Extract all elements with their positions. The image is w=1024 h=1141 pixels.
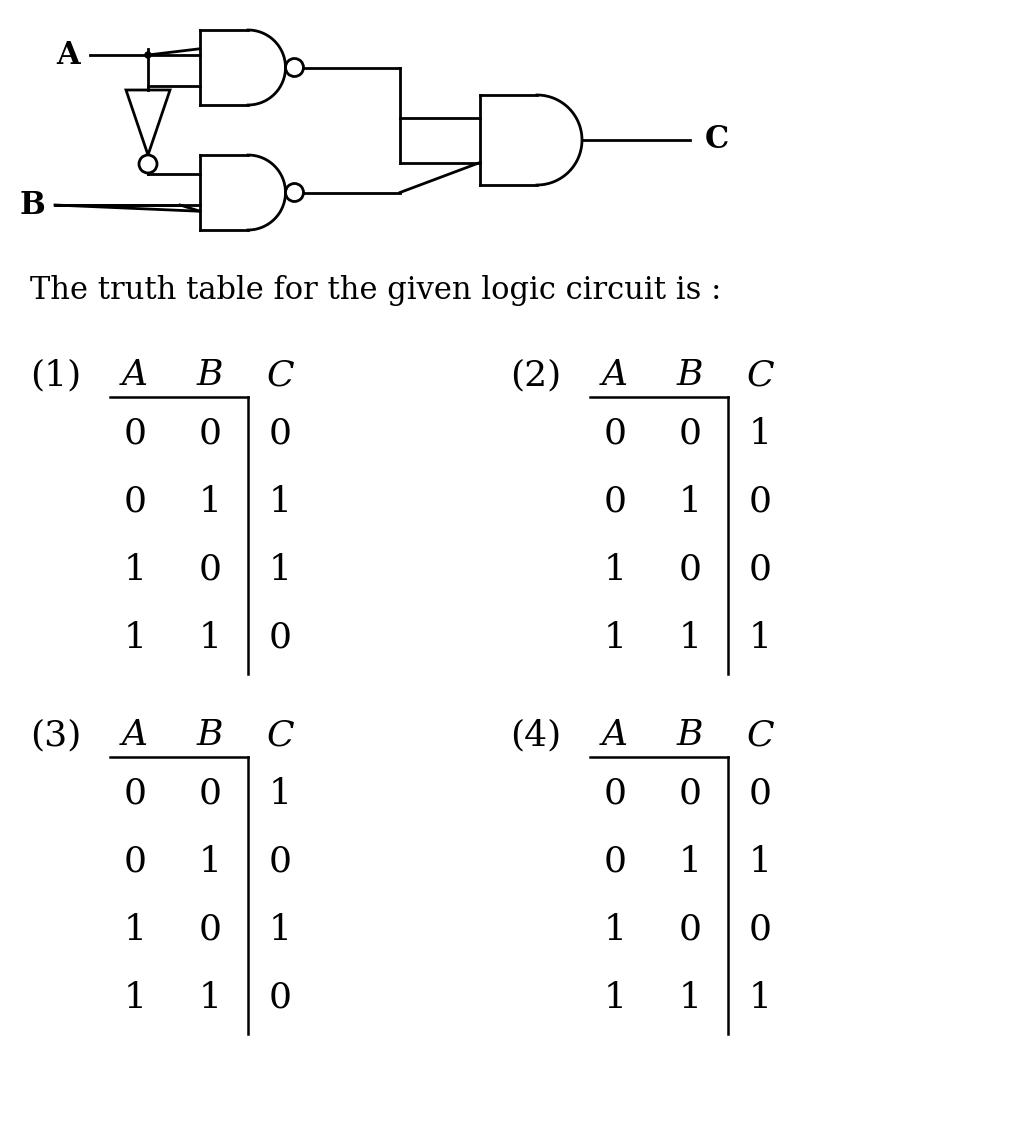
Text: 0: 0 [268, 845, 292, 879]
Text: 0: 0 [199, 553, 221, 586]
Text: (2): (2) [510, 358, 561, 393]
Text: A: A [602, 718, 628, 752]
Text: 0: 0 [749, 485, 771, 519]
Text: 0: 0 [268, 621, 292, 655]
Text: 0: 0 [749, 777, 771, 811]
Text: 1: 1 [603, 553, 627, 586]
Text: 1: 1 [679, 981, 701, 1015]
Circle shape [145, 52, 151, 58]
Text: 0: 0 [124, 845, 146, 879]
Text: 1: 1 [603, 621, 627, 655]
Text: 0: 0 [199, 416, 221, 451]
Text: 0: 0 [268, 981, 292, 1015]
Text: 0: 0 [679, 416, 701, 451]
Text: 0: 0 [679, 777, 701, 811]
Text: B: B [197, 718, 223, 752]
Text: 0: 0 [603, 845, 627, 879]
Text: (3): (3) [30, 718, 81, 752]
Text: 1: 1 [268, 485, 292, 519]
Text: C: C [266, 358, 294, 393]
Text: The truth table for the given logic circuit is :: The truth table for the given logic circ… [30, 275, 721, 306]
Text: A: A [122, 358, 148, 393]
Text: 1: 1 [268, 553, 292, 586]
Text: (4): (4) [510, 718, 561, 752]
Text: 0: 0 [679, 913, 701, 947]
Text: 1: 1 [199, 845, 221, 879]
Text: 0: 0 [124, 777, 146, 811]
Text: C: C [746, 718, 774, 752]
Text: 0: 0 [124, 485, 146, 519]
Text: B: B [677, 358, 703, 393]
Text: 1: 1 [268, 777, 292, 811]
Text: 1: 1 [124, 621, 146, 655]
Text: 1: 1 [749, 621, 771, 655]
Text: A: A [122, 718, 148, 752]
Text: 1: 1 [603, 981, 627, 1015]
Text: 0: 0 [679, 553, 701, 586]
Text: 0: 0 [268, 416, 292, 451]
Text: 1: 1 [679, 621, 701, 655]
Text: 0: 0 [124, 416, 146, 451]
Text: 1: 1 [268, 913, 292, 947]
Text: (1): (1) [30, 358, 81, 393]
Text: C: C [746, 358, 774, 393]
Text: 1: 1 [679, 485, 701, 519]
Text: 1: 1 [124, 553, 146, 586]
Text: 0: 0 [749, 553, 771, 586]
Text: B: B [677, 718, 703, 752]
Text: 1: 1 [124, 981, 146, 1015]
Text: 1: 1 [749, 416, 771, 451]
Text: 1: 1 [199, 485, 221, 519]
Text: 0: 0 [603, 777, 627, 811]
Text: 1: 1 [749, 845, 771, 879]
Text: 0: 0 [603, 416, 627, 451]
Text: 1: 1 [749, 981, 771, 1015]
Text: 1: 1 [603, 913, 627, 947]
Text: 1: 1 [679, 845, 701, 879]
Text: 0: 0 [199, 777, 221, 811]
Text: A: A [56, 40, 80, 71]
Text: C: C [705, 124, 729, 155]
Text: 1: 1 [199, 981, 221, 1015]
Text: C: C [266, 718, 294, 752]
Text: B: B [19, 189, 45, 220]
Text: 1: 1 [199, 621, 221, 655]
Text: A: A [602, 358, 628, 393]
Text: 0: 0 [603, 485, 627, 519]
Text: B: B [197, 358, 223, 393]
Text: 1: 1 [124, 913, 146, 947]
Text: 0: 0 [199, 913, 221, 947]
Text: 0: 0 [749, 913, 771, 947]
